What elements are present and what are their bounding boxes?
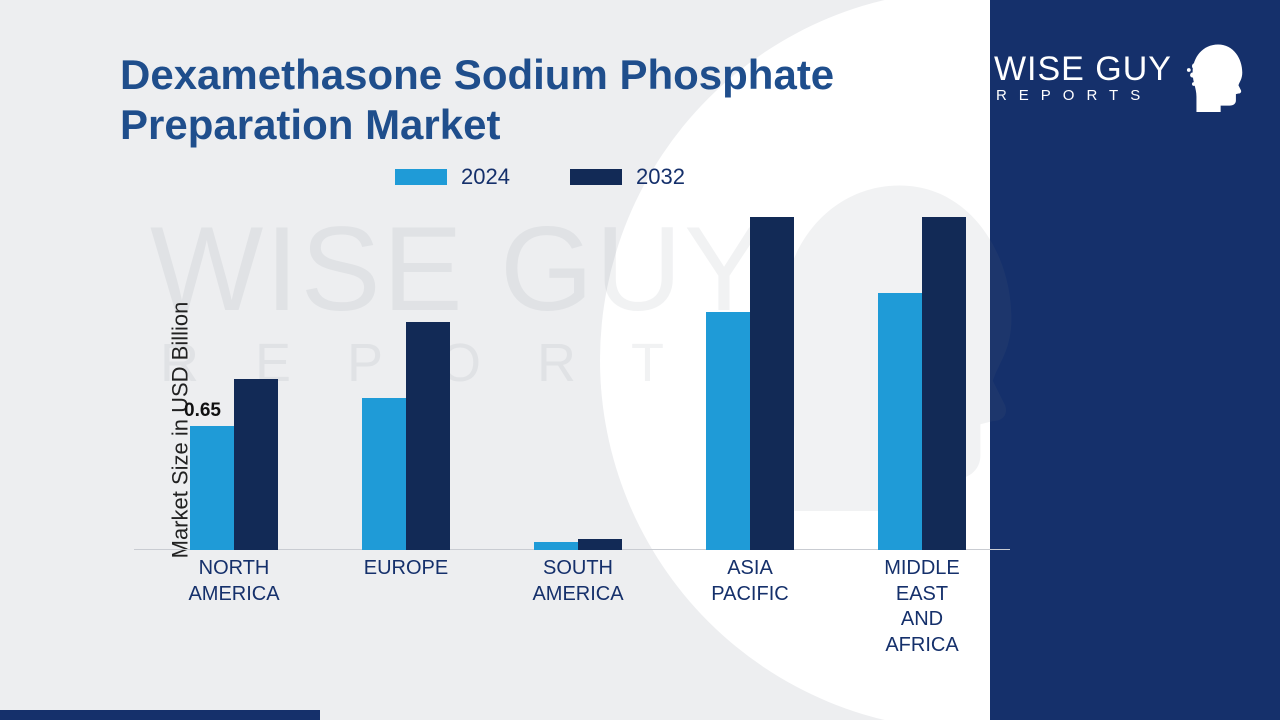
bar-group <box>706 217 794 550</box>
bar-2024 <box>706 312 750 550</box>
x-axis-label: EUROPE <box>331 556 481 582</box>
page-title: Dexamethasone Sodium Phosphate Preparati… <box>120 50 880 149</box>
bar-2032 <box>750 217 794 550</box>
value-label: 0.65 <box>184 400 221 422</box>
legend-label-2032: 2032 <box>636 164 685 190</box>
logo-sub: REPORTS <box>994 87 1172 104</box>
legend-swatch-2024 <box>395 169 447 185</box>
bar-group <box>362 322 450 550</box>
bar-2024 <box>190 426 234 550</box>
logo-head-icon <box>1180 42 1246 112</box>
canvas: WISE GUY REPORTS Dexamethasone Sodium Ph… <box>0 0 1280 720</box>
legend-label-2024: 2024 <box>461 164 510 190</box>
legend: 2024 2032 <box>60 164 1020 190</box>
x-axis-labels: NORTHAMERICA EUROPE SOUTHAMERICA ASIAPACIFI… <box>134 550 1010 700</box>
bar-2024 <box>534 542 578 550</box>
bar-2032 <box>406 322 450 550</box>
legend-item-2024: 2024 <box>395 164 510 190</box>
bar-2024 <box>362 398 406 550</box>
x-axis-label: SOUTHAMERICA <box>503 556 653 607</box>
legend-item-2032: 2032 <box>570 164 685 190</box>
logo-top: WISE GUY <box>994 50 1172 89</box>
bar-group <box>534 539 622 550</box>
bar-2032 <box>578 539 622 550</box>
plot-area: 0.65 <box>134 208 1010 550</box>
bar-2032 <box>922 217 966 550</box>
legend-swatch-2032 <box>570 169 622 185</box>
x-axis-label: MIDDLEEASTANDAFRICA <box>847 556 997 658</box>
x-axis-label: ASIAPACIFIC <box>675 556 825 607</box>
x-axis-label: NORTHAMERICA <box>159 556 309 607</box>
bar-group <box>878 217 966 550</box>
brand-logo: WISE GUY REPORTS <box>994 42 1246 112</box>
chart: Market Size in USD Billion 2024 2032 0.6… <box>60 160 1020 700</box>
bar-2024 <box>878 293 922 550</box>
bottom-accent-strip <box>0 710 320 720</box>
bar-2032 <box>234 379 278 550</box>
